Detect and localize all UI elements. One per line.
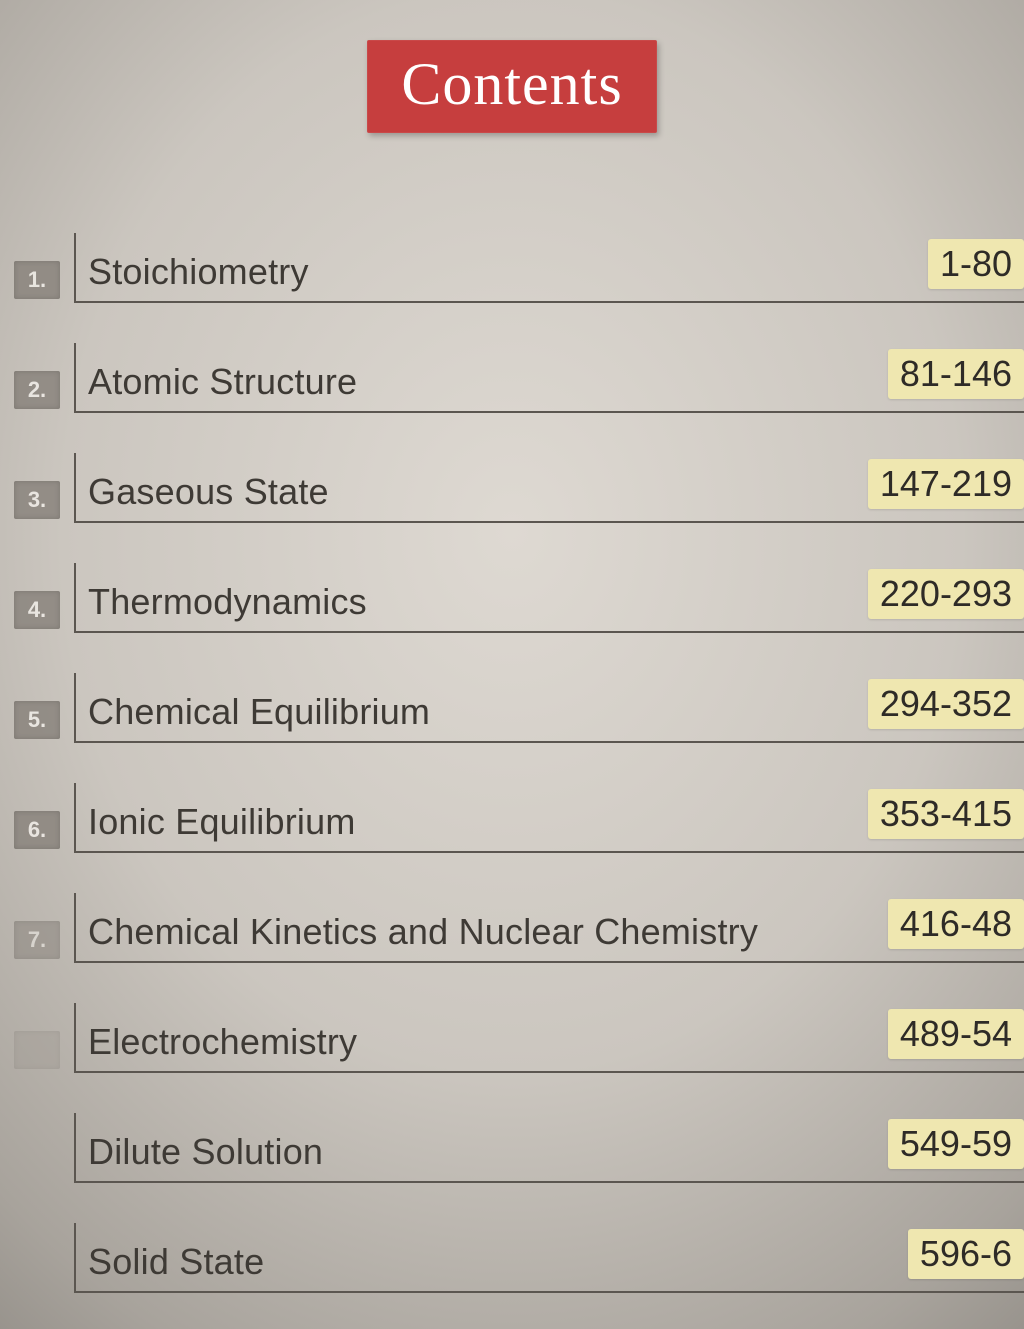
chapter-title: Ionic Equilibrium xyxy=(88,801,356,845)
toc-row: Electrochemistry 489-54 xyxy=(14,1003,1024,1073)
chapter-title: Gaseous State xyxy=(88,471,329,515)
title-wrap: Contents xyxy=(0,40,1024,133)
toc-entry: Ionic Equilibrium 353-415 xyxy=(74,783,1024,853)
chapter-title: Chemical Equilibrium xyxy=(88,691,430,735)
toc-entry: Electrochemistry 489-54 xyxy=(74,1003,1024,1073)
toc-row: 4. Thermodynamics 220-293 xyxy=(14,563,1024,633)
chapter-number-badge: 7. xyxy=(14,921,60,959)
chapter-title: Atomic Structure xyxy=(88,361,357,405)
chapter-number-badge: 3. xyxy=(14,481,60,519)
page-range: 294-352 xyxy=(868,679,1024,729)
page-range: 1-80 xyxy=(928,239,1024,289)
page-range: 596-6 xyxy=(908,1229,1024,1279)
toc-entry: Solid State 596-6 xyxy=(74,1223,1024,1293)
chapter-title: Stoichiometry xyxy=(88,251,309,295)
chapter-number-badge xyxy=(14,1031,60,1069)
chapter-number-badge: 5. xyxy=(14,701,60,739)
chapter-number-badge: 6. xyxy=(14,811,60,849)
toc-entry: Stoichiometry 1-80 xyxy=(74,233,1024,303)
toc-entry: Dilute Solution 549-59 xyxy=(74,1113,1024,1183)
toc-row: 1. Stoichiometry 1-80 xyxy=(14,233,1024,303)
page-range: 81-146 xyxy=(888,349,1024,399)
chapter-title: Dilute Solution xyxy=(88,1131,323,1175)
toc-entry: Atomic Structure 81-146 xyxy=(74,343,1024,413)
chapter-title: Chemical Kinetics and Nuclear Chemistry xyxy=(88,911,758,955)
toc-entry: Gaseous State 147-219 xyxy=(74,453,1024,523)
contents-page: Contents 1. Stoichiometry 1-80 2. Atomic… xyxy=(0,0,1024,1329)
chapter-number-badge: 1. xyxy=(14,261,60,299)
toc-row: 5. Chemical Equilibrium 294-352 xyxy=(14,673,1024,743)
toc-entry: Thermodynamics 220-293 xyxy=(74,563,1024,633)
toc-row: 3. Gaseous State 147-219 xyxy=(14,453,1024,523)
toc-row: 2. Atomic Structure 81-146 xyxy=(14,343,1024,413)
page-range: 549-59 xyxy=(888,1119,1024,1169)
chapter-number-badge: 2. xyxy=(14,371,60,409)
table-of-contents: 1. Stoichiometry 1-80 2. Atomic Structur… xyxy=(0,233,1024,1329)
page-range: 353-415 xyxy=(868,789,1024,839)
chapter-title: Electrochemistry xyxy=(88,1021,357,1065)
page-range: 147-219 xyxy=(868,459,1024,509)
chapter-number-badge: 4. xyxy=(14,591,60,629)
chapter-title: Solid State xyxy=(88,1241,264,1285)
toc-entry: Chemical Equilibrium 294-352 xyxy=(74,673,1024,743)
toc-row: 7. Chemical Kinetics and Nuclear Chemist… xyxy=(14,893,1024,963)
chapter-title: Thermodynamics xyxy=(88,581,367,625)
toc-row: Solid State 596-6 xyxy=(14,1223,1024,1293)
page-range: 220-293 xyxy=(868,569,1024,619)
toc-row: 6. Ionic Equilibrium 353-415 xyxy=(14,783,1024,853)
page-range: 416-48 xyxy=(888,899,1024,949)
toc-entry: Chemical Kinetics and Nuclear Chemistry … xyxy=(74,893,1024,963)
page-title: Contents xyxy=(367,40,656,133)
toc-row: Dilute Solution 549-59 xyxy=(14,1113,1024,1183)
page-range: 489-54 xyxy=(888,1009,1024,1059)
